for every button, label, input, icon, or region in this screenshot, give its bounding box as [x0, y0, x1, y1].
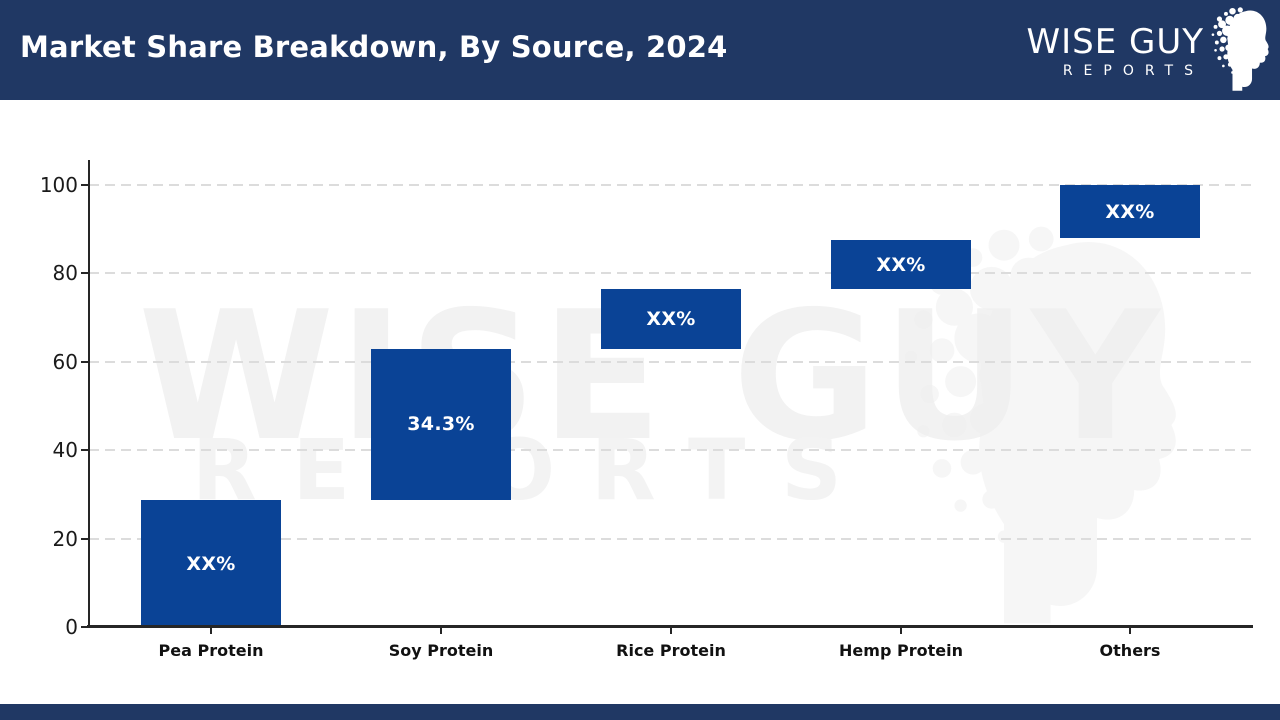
- logo-wordmark: WISE GUY: [1026, 22, 1204, 62]
- x-category-label-3: Hemp Protein: [839, 641, 963, 660]
- x-category-label-4: Others: [1099, 641, 1161, 660]
- y-tick-60: [81, 360, 89, 363]
- x-tick-4: [1129, 627, 1131, 634]
- header-band: Market Share Breakdown, By Source, 2024 …: [0, 0, 1280, 100]
- y-tick-label-80: 80: [52, 261, 78, 286]
- gridline-y40: [89, 449, 1253, 452]
- x-tick-2: [670, 627, 672, 634]
- plot-area: WISE GUY REPORTS 0 20 40 60 80 100 XX% Pea Prot…: [0, 100, 1280, 704]
- x-axis-line: [87, 625, 1253, 628]
- logo-reports-label: REPORTS: [1062, 63, 1204, 79]
- waterfall-bar-pea-protein: XX%: [141, 500, 281, 627]
- waterfall-bar-others: XX%: [1060, 185, 1200, 239]
- waterfall-bar-rice-protein: XX%: [601, 289, 741, 349]
- y-tick-label-20: 20: [52, 526, 78, 551]
- waterfall-bar-hemp-protein: XX%: [831, 239, 971, 290]
- gridline-y20: [89, 537, 1253, 540]
- y-axis-line: [88, 160, 90, 627]
- x-category-label-2: Rice Protein: [616, 641, 726, 660]
- bar-value-label: XX%: [646, 307, 696, 330]
- logo-text: WISE GUY REPORTS: [1026, 25, 1204, 79]
- wiseguy-logo: WISE GUY REPORTS: [1026, 6, 1272, 92]
- logo-face-icon: [1211, 7, 1269, 91]
- y-tick-label-40: 40: [52, 438, 78, 463]
- chart-title: Market Share Breakdown, By Source, 2024: [20, 30, 728, 64]
- gridline-y60: [89, 360, 1253, 363]
- x-tick-0: [210, 627, 212, 634]
- waterfall-bar-soy-protein: 34.3%: [371, 348, 511, 501]
- y-tick-20: [81, 537, 89, 540]
- watermark-reports: REPORTS: [192, 421, 878, 519]
- x-category-label-1: Soy Protein: [388, 641, 494, 660]
- y-tick-label-0: 0: [65, 615, 78, 639]
- bar-value-label: 34.3%: [407, 413, 475, 436]
- y-tick-40: [81, 449, 89, 452]
- gridline-y100: [89, 184, 1253, 186]
- bar-value-label: XX%: [1105, 200, 1155, 223]
- gridline-y80: [89, 272, 1253, 275]
- y-tick-80: [81, 272, 89, 275]
- x-tick-1: [440, 627, 442, 634]
- y-tick-0: [81, 626, 89, 628]
- x-category-label-0: Pea Protein: [158, 641, 264, 660]
- footer-band: [0, 704, 1280, 720]
- bar-value-label: XX%: [186, 552, 236, 575]
- y-tick-label-60: 60: [52, 349, 78, 374]
- bar-value-label: XX%: [876, 253, 926, 276]
- y-tick-label-100: 100: [39, 173, 78, 197]
- y-tick-100: [81, 184, 89, 186]
- x-tick-3: [900, 627, 902, 634]
